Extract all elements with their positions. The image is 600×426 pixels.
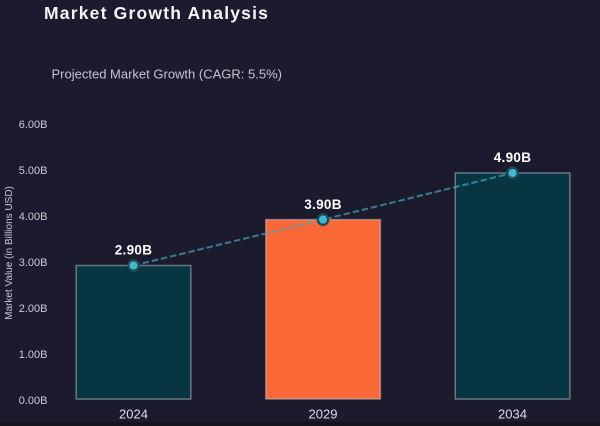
svg-text:4.00B: 4.00B: [19, 211, 48, 223]
svg-text:2.90B: 2.90B: [115, 243, 153, 258]
svg-text:Market Value (in Billions USD): Market Value (in Billions USD): [4, 186, 15, 320]
svg-text:3.00B: 3.00B: [19, 257, 48, 269]
svg-text:2029: 2029: [309, 407, 338, 422]
svg-text:Projected Market Growth (CAGR:: Projected Market Growth (CAGR: 5.5%): [52, 67, 282, 82]
svg-text:4.90B: 4.90B: [494, 150, 532, 165]
svg-text:Market Growth Analysis: Market Growth Analysis: [44, 3, 269, 23]
svg-text:2.00B: 2.00B: [19, 303, 48, 315]
svg-text:5.00B: 5.00B: [19, 165, 48, 177]
svg-text:6.00B: 6.00B: [19, 119, 48, 131]
svg-text:1.00B: 1.00B: [19, 349, 48, 361]
svg-text:3.90B: 3.90B: [304, 197, 342, 212]
svg-text:0.00B: 0.00B: [19, 395, 48, 407]
svg-text:2024: 2024: [119, 407, 148, 422]
svg-text:2034: 2034: [498, 407, 527, 422]
